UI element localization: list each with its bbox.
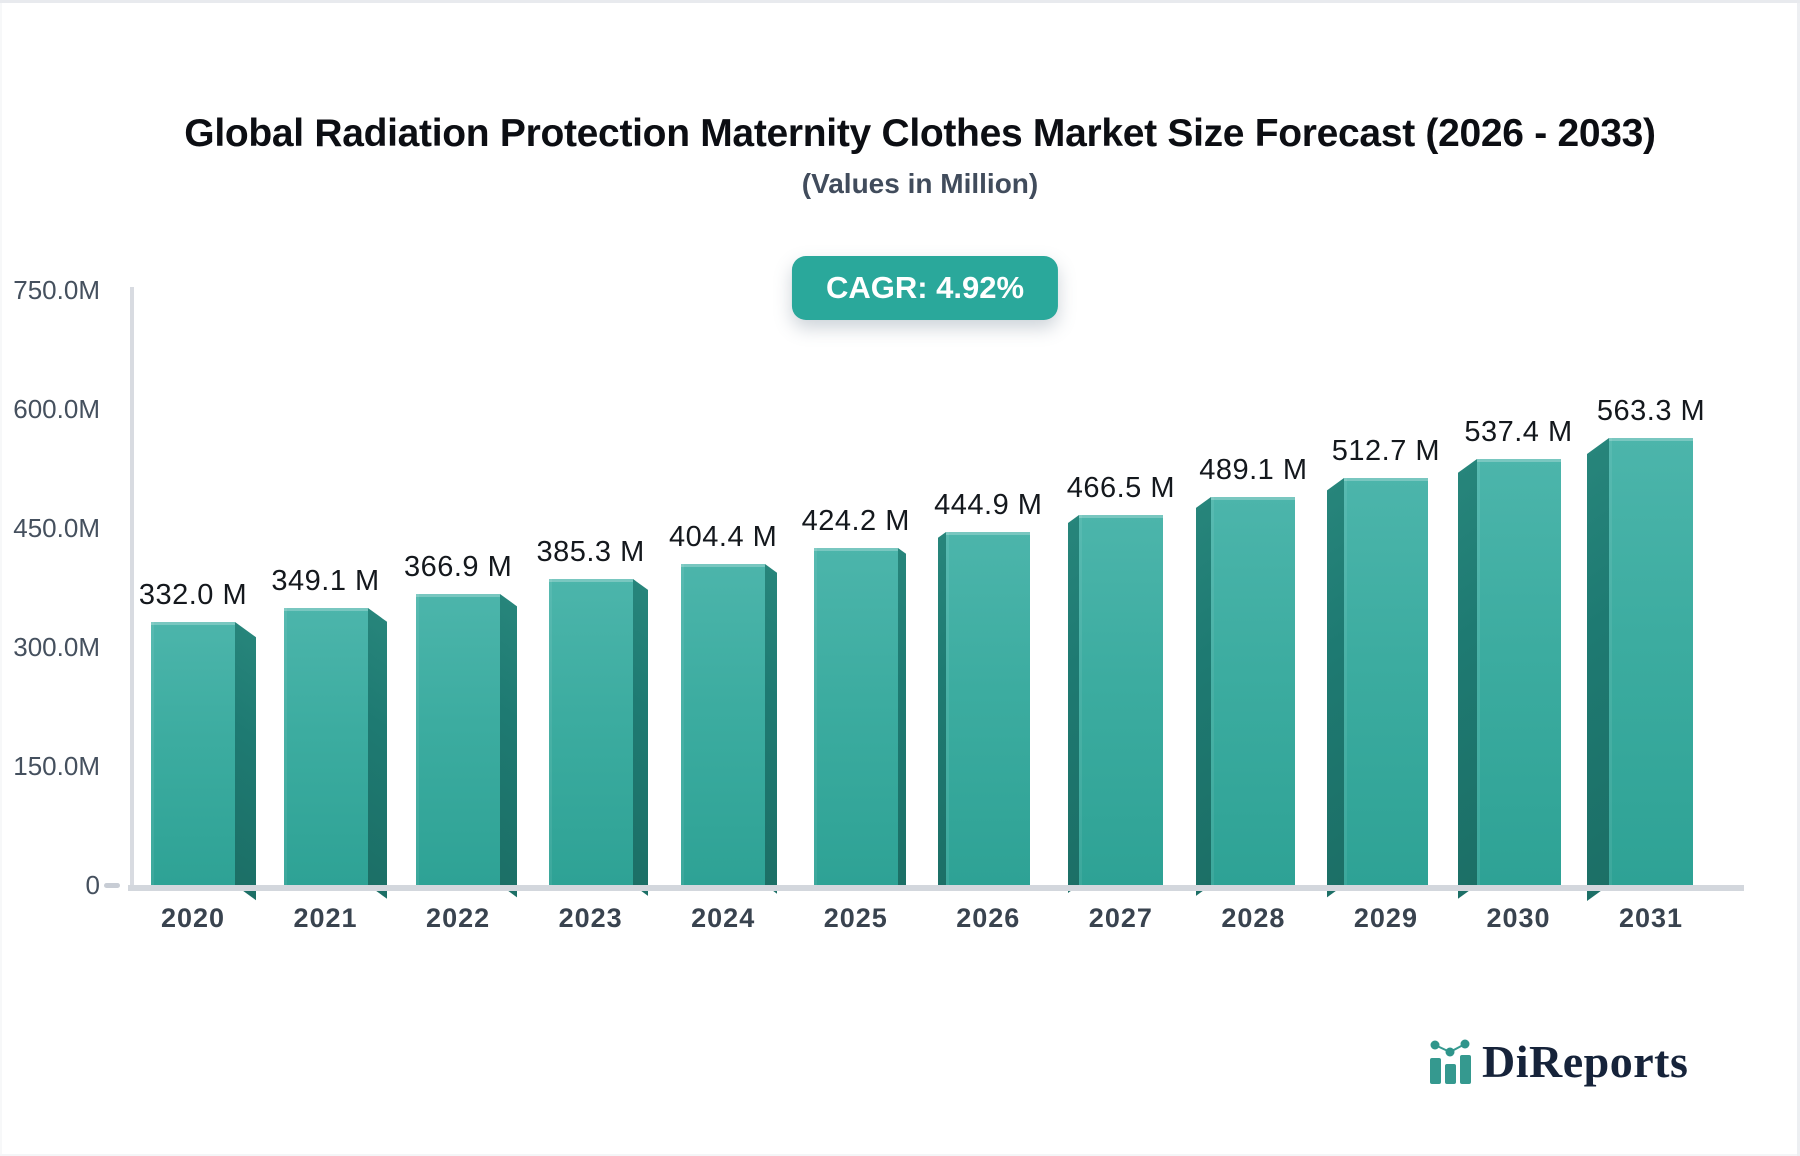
bar-value-label: 349.1 M: [271, 565, 380, 598]
chart-title: Global Radiation Protection Maternity Cl…: [184, 112, 1656, 155]
bar-value-label: 385.3 M: [536, 536, 645, 569]
x-axis-tick-label: 2030: [1486, 903, 1551, 933]
bar-front-face: [548, 579, 633, 885]
bar-side-face: [1457, 458, 1477, 899]
bar-value-label: 424.2 M: [801, 505, 910, 538]
bar-front-face: [1476, 458, 1561, 885]
y-axis-tick-label: 150.0M: [13, 751, 100, 781]
bar-side-face: [235, 621, 256, 901]
bar-value-label: 563.3 M: [1596, 395, 1706, 428]
bar-side-face: [938, 532, 947, 891]
x-axis-tick-label: 2021: [293, 903, 358, 933]
bar-side-face: [1587, 438, 1610, 901]
bar-value-label: 332.0 M: [138, 578, 248, 611]
bar-side-face: [897, 548, 906, 891]
y-axis-tick-label: 300.0M: [13, 632, 100, 662]
bar-side-face: [1067, 514, 1079, 893]
x-axis-tick-label: 2031: [1619, 903, 1684, 933]
chart-subtitle: (Values in Million): [801, 168, 1039, 199]
bar-front-face: [946, 532, 1031, 885]
bar-front-face: [283, 608, 368, 885]
bar-value-label: 404.4 M: [669, 521, 778, 554]
bar-side-face: [1196, 496, 1212, 896]
bar-value-label: 444.9 M: [934, 489, 1043, 522]
brand-name: DiReports: [1482, 1036, 1689, 1087]
bar-front-face: [1211, 496, 1296, 885]
x-axis-tick-label: 2029: [1353, 903, 1418, 933]
bar-side-face: [500, 593, 518, 898]
y-axis-tick-label: 0: [85, 870, 100, 900]
bar-front-face: [681, 564, 766, 885]
bar-value-label: 466.5 M: [1066, 471, 1175, 504]
x-axis-tick-label: 2028: [1221, 903, 1286, 933]
zero-tick-mark: [104, 883, 120, 888]
bar-side-face: [367, 608, 387, 899]
x-axis-tick-label: 2022: [426, 903, 491, 933]
x-axis-tick-label: 2024: [691, 903, 756, 933]
bar-front-face: [1343, 478, 1428, 885]
bar-value-label: 366.9 M: [403, 550, 513, 583]
y-axis-line: [130, 287, 134, 888]
bar-side-face: [1326, 478, 1344, 898]
x-axis-line: [128, 885, 1744, 891]
cagr-badge: CAGR: 4.92%: [791, 256, 1059, 320]
brand-logo: DiReports: [1430, 1038, 1688, 1086]
bar-side-face: [632, 579, 648, 896]
bar-side-face: [765, 564, 778, 894]
bar-line-chart-icon: [1430, 1039, 1471, 1084]
bar-front-face: [151, 621, 235, 885]
x-axis-tick-label: 2020: [160, 903, 226, 933]
y-axis-tick-label: 600.0M: [13, 394, 100, 424]
y-axis-tick-label: 750.0M: [13, 275, 100, 305]
bar-front-face: [416, 593, 501, 885]
x-axis-tick-label: 2023: [558, 903, 623, 933]
x-axis-tick-label: 2026: [956, 903, 1021, 933]
bar-front-face: [1078, 514, 1163, 885]
x-axis-tick-label: 2025: [823, 903, 888, 933]
y-axis-tick-label: 450.0M: [13, 513, 100, 543]
bar-value-label: 537.4 M: [1464, 415, 1573, 448]
bar-value-label: 489.1 M: [1199, 453, 1308, 486]
x-axis-tick-label: 2027: [1088, 903, 1153, 933]
bar-front-face: [1609, 438, 1694, 885]
bar-front-face: [813, 548, 898, 885]
bar-value-label: 512.7 M: [1331, 435, 1441, 468]
